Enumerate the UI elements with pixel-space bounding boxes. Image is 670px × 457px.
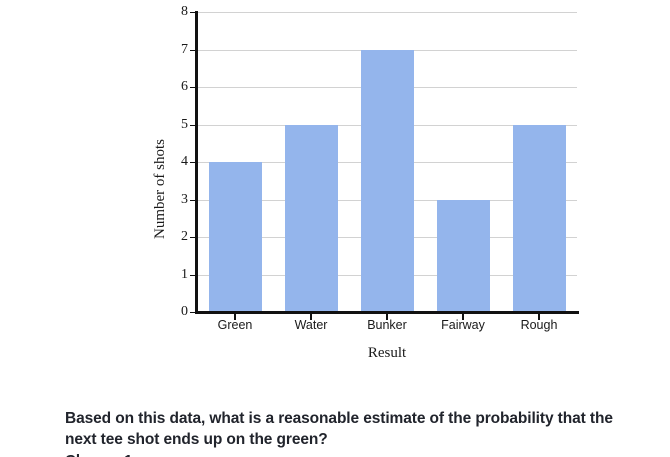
y-tick-mark <box>190 49 196 51</box>
y-tick-label-text: 1 <box>181 266 188 282</box>
y-tick-mark <box>190 312 196 313</box>
y-tick-label: 8 <box>148 5 188 19</box>
x-tick-label: Bunker <box>367 318 407 332</box>
y-tick-label: 7 <box>148 41 188 57</box>
bar <box>360 49 414 312</box>
bar <box>512 124 566 312</box>
y-axis-line <box>195 11 198 314</box>
y-tick-label-text: 2 <box>181 229 188 244</box>
y-tick-label: 1 <box>148 266 188 282</box>
y-tick-label: 4 <box>148 155 188 169</box>
x-tick-mark <box>234 314 236 320</box>
x-tick-mark <box>386 314 388 320</box>
y-tick-label: 5 <box>148 116 188 132</box>
answer-choice-prompt: Choose 1 answer: <box>65 451 365 457</box>
x-tick-label: Green <box>217 318 253 332</box>
x-tick-mark <box>462 314 464 320</box>
y-tick-label-text: 6 <box>181 79 188 94</box>
y-tick-mark <box>190 12 196 13</box>
y-tick-label-text: 0 <box>181 304 188 319</box>
y-tick-label: 0 <box>148 305 188 319</box>
x-tick-mark <box>538 314 540 320</box>
gridline <box>197 12 577 13</box>
y-tick-mark <box>190 274 196 276</box>
x-axis-title: Result <box>367 345 407 361</box>
bar-chart-figure: Number of shots Result 0 1 2 3 4 5 6 7 8 Green Wat… <box>148 5 579 361</box>
y-tick-mark <box>190 124 196 126</box>
x-tick-mark <box>310 314 312 320</box>
y-tick-mark <box>190 162 196 163</box>
y-tick-mark <box>190 237 196 238</box>
y-tick-label: 2 <box>148 230 188 244</box>
y-tick-mark <box>190 87 196 88</box>
plot-area <box>197 12 577 312</box>
y-tick-mark <box>190 199 196 201</box>
question-text: Based on this data, what is a reasonable… <box>65 410 613 448</box>
y-tick-label-text: 8 <box>181 4 188 19</box>
y-tick-label-text: 5 <box>181 116 188 132</box>
y-tick-label-text: 3 <box>181 191 188 207</box>
y-tick-label-text: 4 <box>181 154 188 169</box>
x-tick-label: Fairway <box>441 318 485 332</box>
bar <box>208 162 262 312</box>
x-tick-label: Rough <box>520 318 558 332</box>
y-tick-label: 6 <box>148 80 188 94</box>
bar <box>284 124 338 312</box>
y-tick-label: 3 <box>148 191 188 207</box>
y-tick-label-text: 7 <box>181 41 188 57</box>
x-axis-line <box>195 311 579 314</box>
x-tick-label: Water <box>294 318 328 332</box>
y-axis-title-text: Number of shots <box>152 139 168 239</box>
bar <box>436 199 490 312</box>
